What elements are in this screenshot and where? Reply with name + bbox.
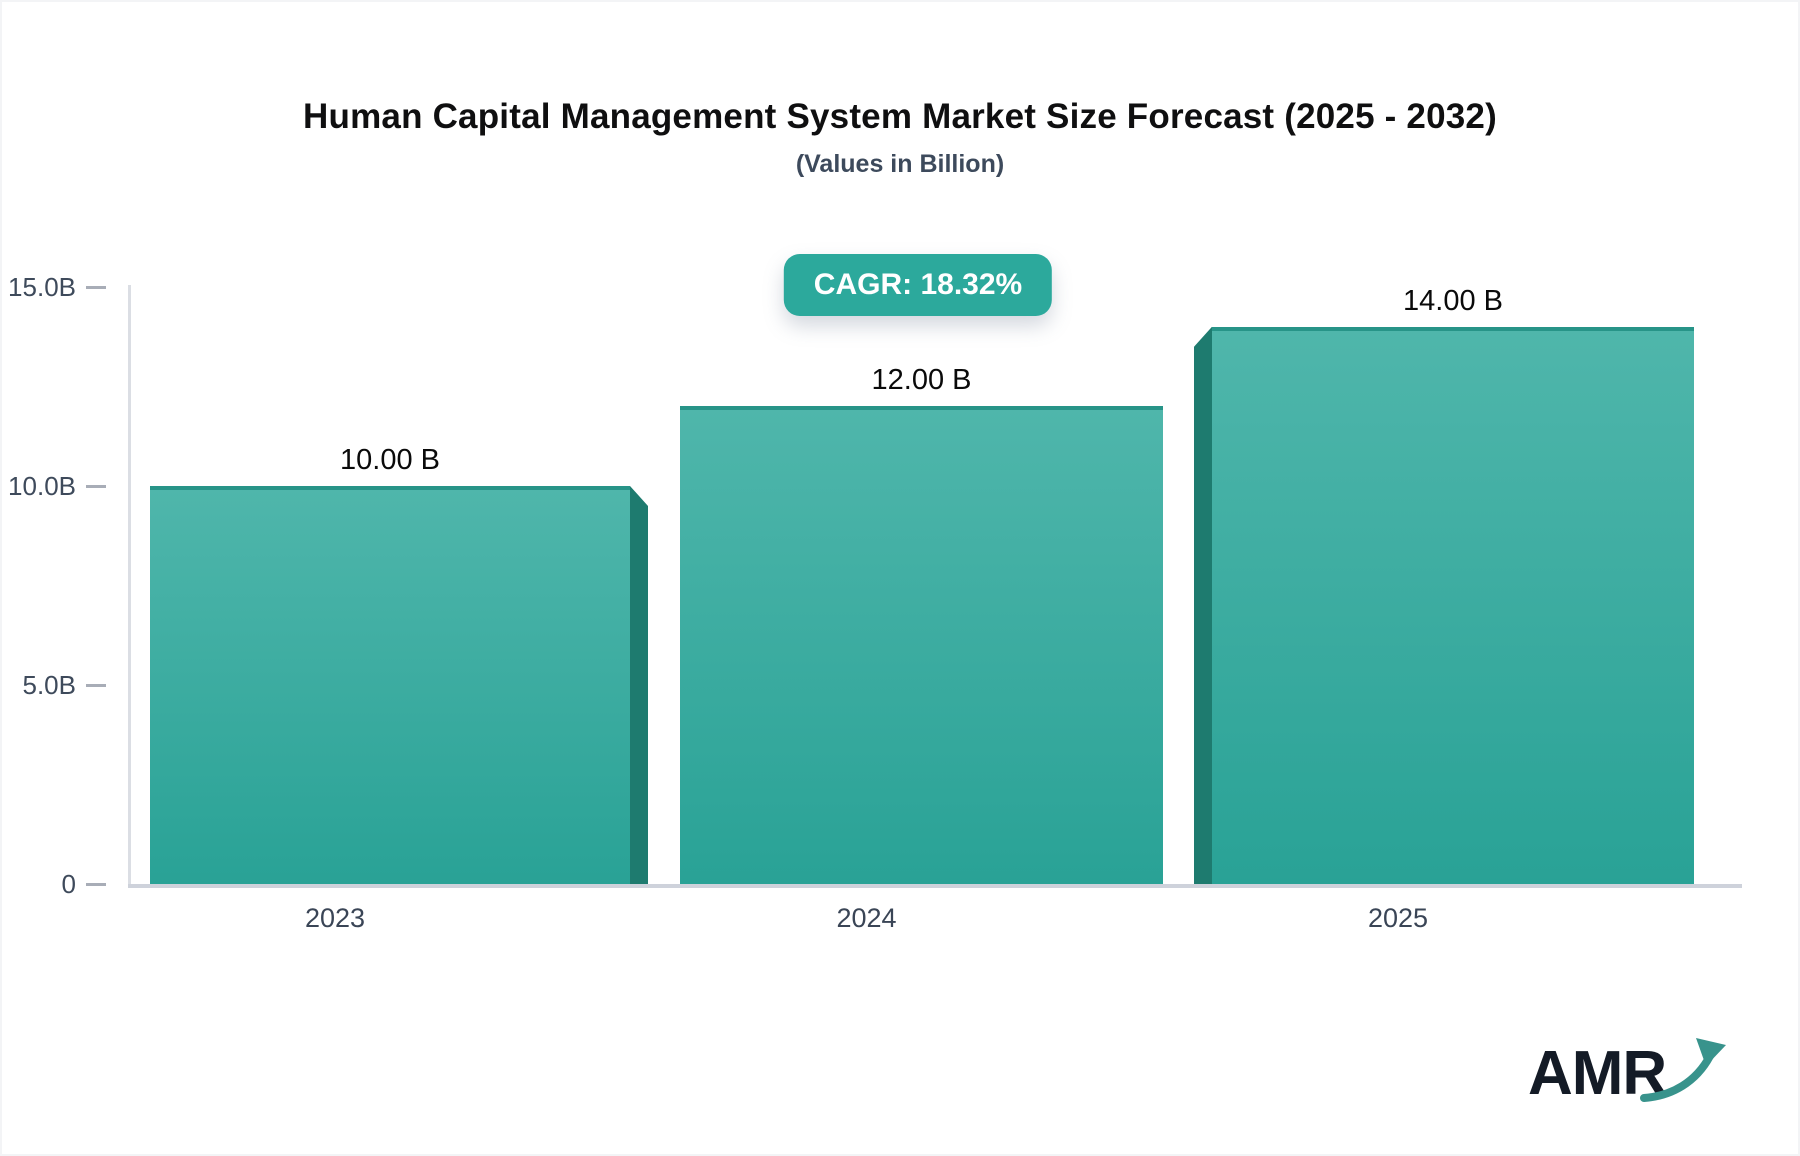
x-tick-label-2023: 2023 [304, 903, 366, 933]
y-tick-label: 15.0B [8, 272, 76, 302]
x-tick-label-2024: 2024 [836, 903, 897, 933]
y-axis-line [128, 285, 131, 888]
x-axis-line [128, 884, 1742, 888]
y-tick-mark [86, 684, 106, 687]
bar-2024-value-label: 12.00 B [871, 364, 972, 397]
chart-title: Human Capital Management System Market S… [303, 97, 1497, 136]
bar-2025-side-face [1194, 326, 1212, 884]
y-tick-mark [86, 286, 106, 289]
y-tick-label: 10.0B [8, 471, 76, 501]
y-tick-label: 0 [61, 869, 76, 899]
y-tick-label: 5.0B [22, 670, 77, 700]
bar-2024[interactable] [680, 406, 1163, 884]
growth-arrow-icon [1640, 1038, 1726, 1102]
bar-2025-value-label: 14.00 B [1403, 284, 1503, 317]
bar-2025[interactable] [1212, 326, 1694, 884]
y-tick-mark [86, 883, 106, 886]
y-tick-mark [86, 485, 106, 488]
bar-2023-value-label: 10.00 B [340, 444, 440, 476]
chart-subtitle: (Values in Billion) [795, 150, 1005, 178]
x-tick-label-2025: 2025 [1367, 903, 1429, 933]
cagr-badge: CAGR: 18.32% [783, 254, 1053, 316]
amr-logo: AMR [1528, 1032, 1738, 1124]
bar-2023[interactable] [150, 486, 630, 884]
bar-2023-side-face [630, 486, 648, 884]
